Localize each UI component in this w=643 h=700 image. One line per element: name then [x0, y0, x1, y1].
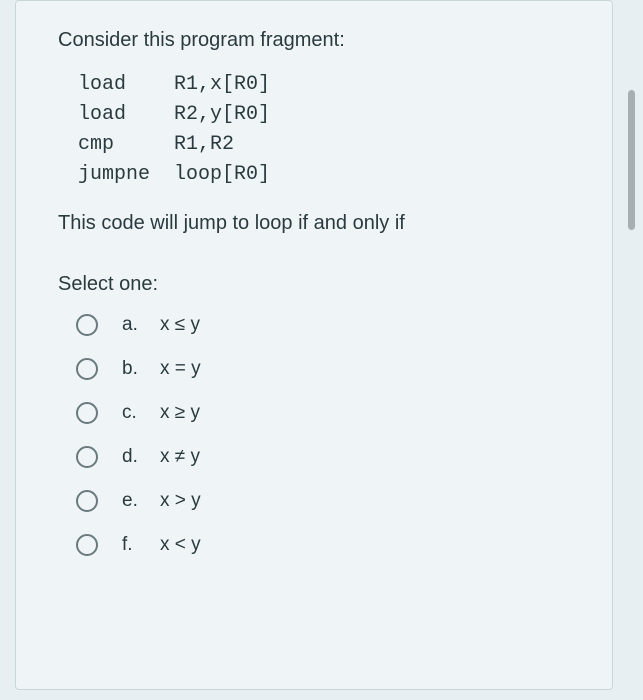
options-group: a. x ≤ y b. x = y c. x ≥ y d. x ≠ y e. x… [76, 314, 584, 556]
option-text: x = y [160, 358, 201, 380]
option-text: x < y [160, 534, 201, 556]
option-row[interactable]: e. x > y [76, 490, 584, 512]
option-letter: e. [122, 490, 160, 512]
option-row[interactable]: c. x ≥ y [76, 402, 584, 424]
option-letter: f. [122, 534, 160, 556]
code-line: load R2,y[R0] [78, 103, 270, 126]
option-row[interactable]: a. x ≤ y [76, 314, 584, 336]
option-text: x ≠ y [160, 446, 200, 468]
option-letter: a. [122, 314, 160, 336]
option-letter: d. [122, 446, 160, 468]
option-row[interactable]: b. x = y [76, 358, 584, 380]
select-one-label: Select one: [58, 273, 584, 296]
radio-icon[interactable] [76, 358, 98, 380]
radio-icon[interactable] [76, 534, 98, 556]
option-text: x > y [160, 490, 201, 512]
question-text: This code will jump to loop if and only … [58, 212, 584, 235]
option-text: x ≤ y [160, 314, 200, 336]
scrollbar-thumb[interactable] [628, 90, 635, 230]
code-line: load R1,x[R0] [78, 73, 270, 96]
option-text: x ≥ y [160, 402, 200, 424]
option-letter: b. [122, 358, 160, 380]
code-line: cmp R1,R2 [78, 133, 234, 156]
option-letter: c. [122, 402, 160, 424]
option-row[interactable]: d. x ≠ y [76, 446, 584, 468]
code-block: load R1,x[R0] load R2,y[R0] cmp R1,R2 ju… [78, 70, 584, 190]
code-line: jumpne loop[R0] [78, 163, 270, 186]
radio-icon[interactable] [76, 314, 98, 336]
radio-icon[interactable] [76, 446, 98, 468]
question-panel: Consider this program fragment: load R1,… [15, 0, 613, 690]
radio-icon[interactable] [76, 490, 98, 512]
option-row[interactable]: f. x < y [76, 534, 584, 556]
question-intro: Consider this program fragment: [58, 29, 584, 52]
radio-icon[interactable] [76, 402, 98, 424]
